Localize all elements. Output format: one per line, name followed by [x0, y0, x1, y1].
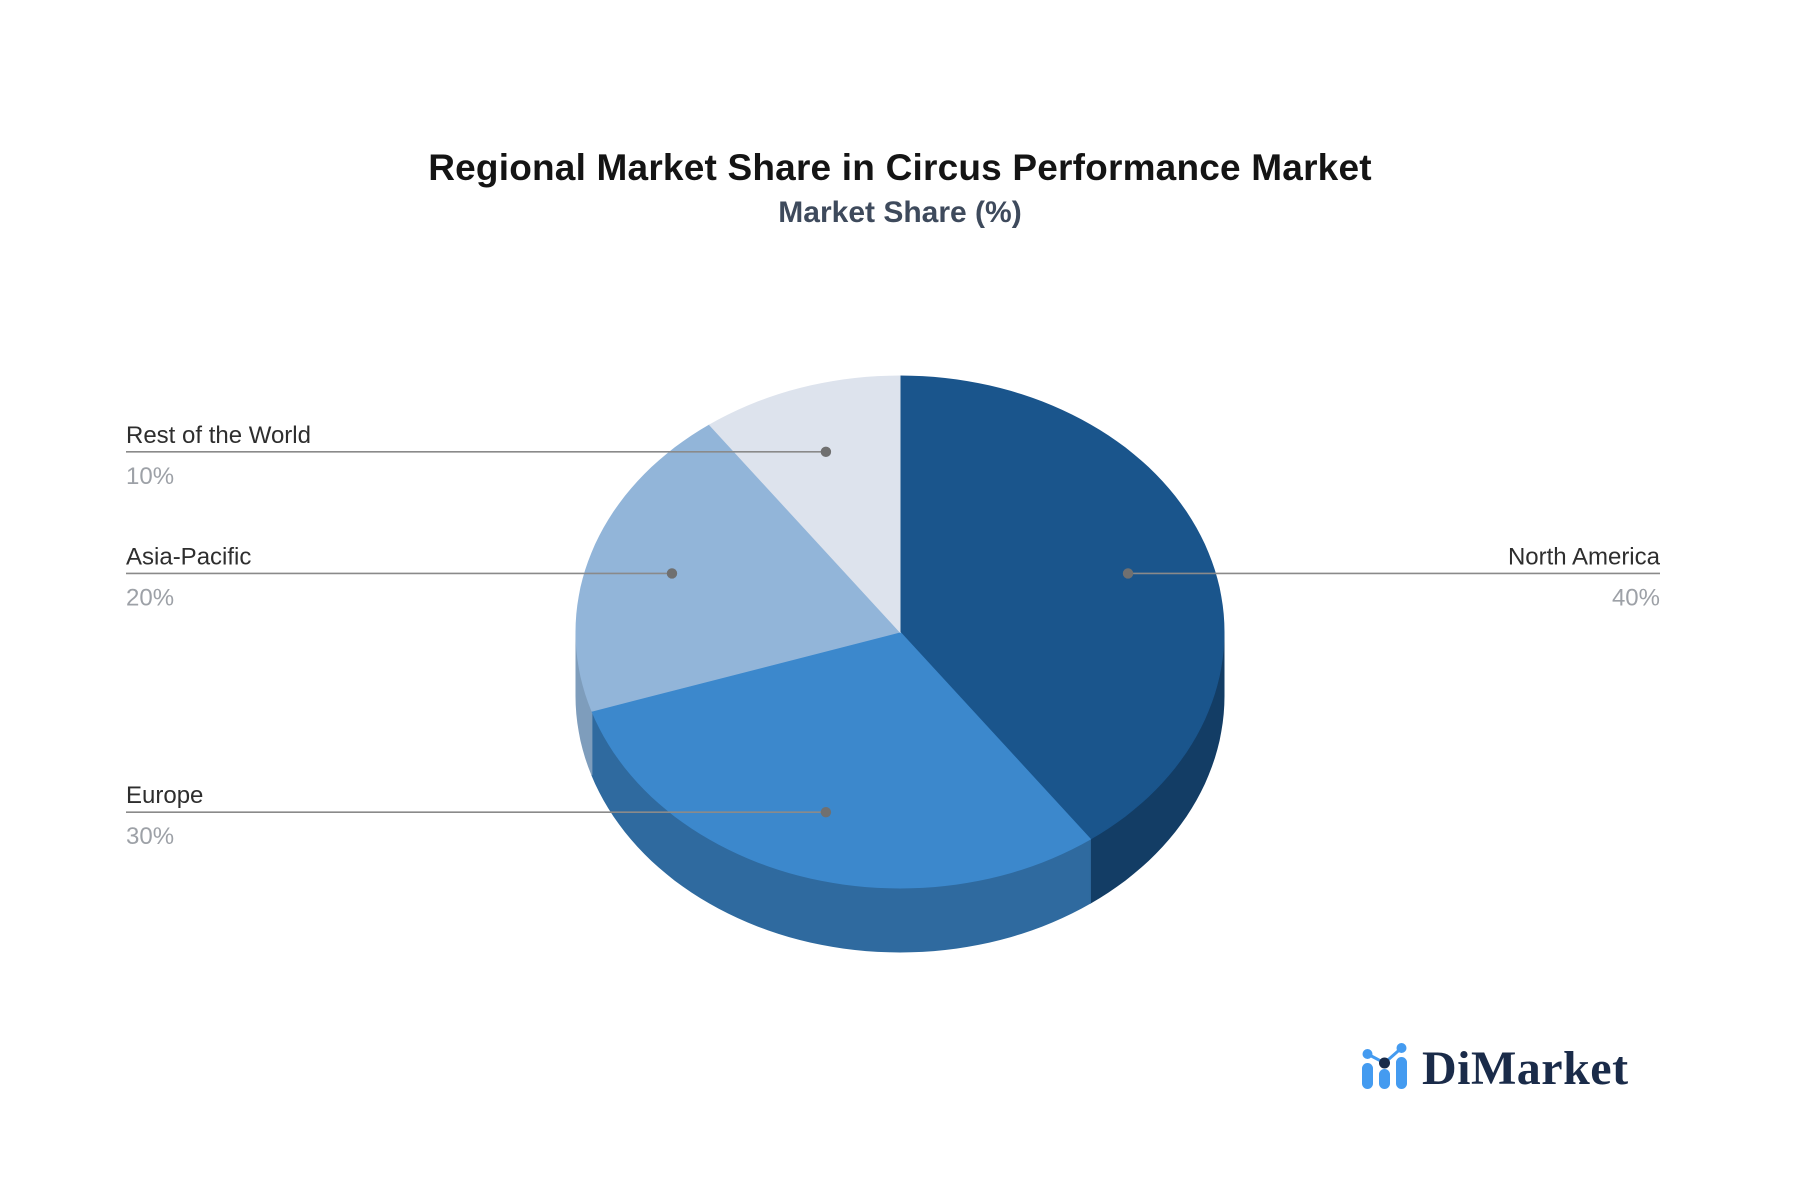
slice-label-rest-of-the-world: Rest of the World — [126, 422, 311, 449]
logo-bar — [1362, 1063, 1373, 1089]
logo-bar — [1396, 1057, 1407, 1089]
brand-logo: DiMarket — [1360, 1038, 1629, 1094]
pie-slices — [575, 375, 1225, 889]
leader-dot-europe — [820, 806, 832, 818]
logo-bar — [1379, 1069, 1390, 1089]
slice-value-europe: 30% — [126, 823, 174, 850]
logo-dot — [1396, 1043, 1407, 1053]
pie-slice-north-america[interactable] — [899, 375, 1225, 840]
logo-text: DiMarket — [1422, 1042, 1629, 1095]
leader-dot-asia-pacific — [666, 568, 678, 579]
chart-title: Regional Market Share in Circus Performa… — [428, 147, 1372, 188]
pie-slice-rest-of-the-world[interactable] — [708, 375, 901, 634]
pie-slice-europe[interactable] — [591, 631, 1092, 889]
slice-label-europe: Europe — [126, 782, 203, 809]
leader-dot-north-america — [1122, 568, 1134, 579]
leader-lines — [126, 446, 1660, 818]
logo-dot — [1379, 1057, 1390, 1069]
slice-value-north-america: 40% — [1612, 584, 1660, 611]
logo-dot — [1362, 1049, 1373, 1059]
slice-value-rest-of-the-world: 10% — [126, 463, 174, 490]
bar-chart-trend-icon — [1362, 1043, 1407, 1089]
slice-value-asia-pacific: 20% — [126, 584, 174, 611]
slice-label-asia-pacific: Asia-Pacific — [126, 543, 251, 570]
slice-labels: North America 40% Europe 30% Asia-Pacific 20%… — [126, 422, 1661, 850]
slice-label-north-america: North America — [1508, 543, 1661, 570]
leader-dot-rest-of-the-world — [820, 446, 832, 458]
chart-subtitle: Market Share (%) — [778, 196, 1022, 229]
pie-slice-asia-pacific[interactable] — [575, 424, 901, 712]
